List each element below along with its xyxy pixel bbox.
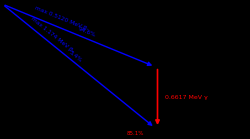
Text: 5.4%: 5.4%: [68, 49, 83, 63]
Text: 0.6617 MeV γ: 0.6617 MeV γ: [165, 95, 208, 100]
Text: 94.6%: 94.6%: [78, 26, 97, 38]
Text: 85.1%: 85.1%: [126, 131, 144, 136]
Text: max 1.174 MeV β-: max 1.174 MeV β-: [30, 16, 75, 54]
Text: max 0.5120 MeV β-: max 0.5120 MeV β-: [34, 5, 89, 32]
